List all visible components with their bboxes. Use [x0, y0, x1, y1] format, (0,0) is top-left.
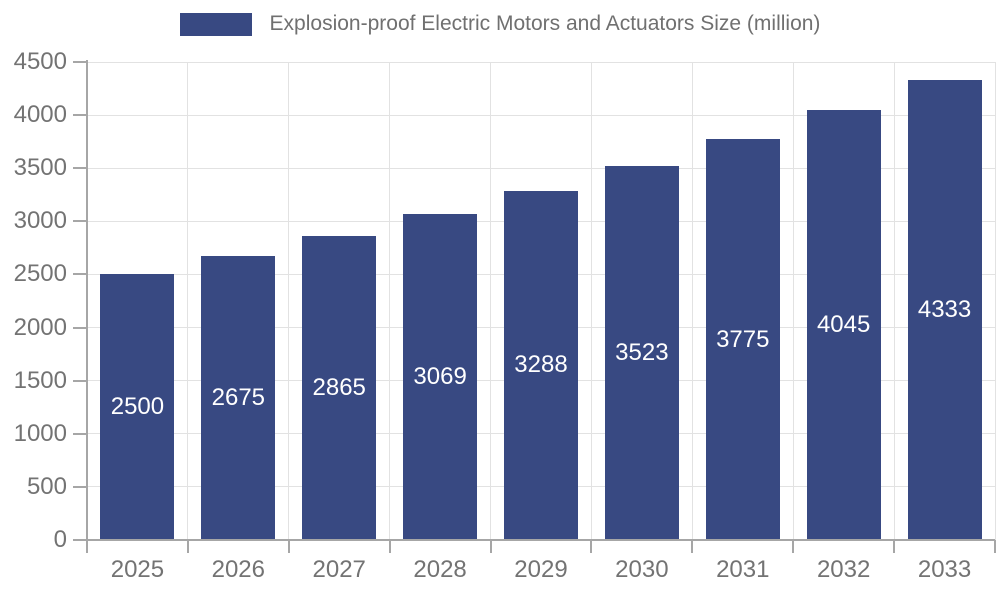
x-tick-label: 2031 — [716, 556, 770, 583]
x-tick — [489, 540, 492, 553]
chart-legend: Explosion-proof Electric Motors and Actu… — [0, 12, 1000, 36]
y-tick-label: 3000 — [13, 207, 67, 235]
y-tick-label: 1000 — [13, 419, 67, 447]
v-gridline — [490, 62, 492, 540]
y-tick-label: 500 — [26, 472, 67, 500]
bar-value-label: 2500 — [110, 393, 165, 421]
y-tick-label: 2000 — [13, 313, 67, 341]
bar: 3069 — [403, 214, 478, 540]
v-gridline — [994, 62, 996, 540]
v-gridline — [187, 62, 189, 540]
x-tick-label: 2029 — [514, 556, 568, 583]
x-tick-label: 2027 — [312, 556, 366, 583]
x-tick — [590, 540, 593, 553]
y-tick — [73, 273, 87, 276]
bar-value-label: 3069 — [413, 363, 467, 390]
y-axis-line — [86, 60, 88, 553]
x-tick — [893, 540, 896, 553]
bar-value-label: 3523 — [615, 338, 669, 366]
bar: 3523 — [604, 165, 679, 540]
bar-value-label: 4333 — [917, 295, 972, 323]
x-tick-label: 2026 — [211, 556, 265, 583]
v-gridline — [691, 62, 693, 540]
y-tick-label: 0 — [53, 526, 67, 553]
bar: 4045 — [806, 110, 881, 540]
x-tick — [691, 540, 694, 553]
x-tick — [792, 540, 795, 553]
x-tick-label: 2032 — [816, 556, 871, 583]
bar: 3288 — [504, 190, 578, 540]
x-tick — [994, 540, 996, 553]
bar: 3775 — [705, 139, 780, 540]
v-gridline — [288, 62, 290, 540]
x-tick — [388, 540, 391, 553]
y-tick — [73, 379, 87, 382]
y-tick — [73, 114, 87, 117]
y-tick-label: 4000 — [13, 101, 67, 129]
h-gridline — [87, 114, 995, 116]
v-gridline — [389, 62, 391, 540]
bar: 2675 — [201, 255, 276, 540]
h-gridline — [87, 167, 995, 169]
y-tick — [73, 167, 87, 170]
y-tick — [73, 432, 87, 435]
legend-swatch — [179, 12, 252, 36]
y-tick — [73, 61, 87, 63]
bar-value-label: 3775 — [716, 325, 770, 353]
y-tick-label: 1500 — [13, 366, 67, 394]
y-tick-label: 4500 — [13, 48, 67, 75]
x-tick-label: 2033 — [917, 556, 972, 583]
x-tick — [186, 540, 189, 553]
y-tick-label: 2500 — [13, 260, 67, 288]
bar-value-label: 3288 — [514, 351, 568, 379]
h-gridline — [87, 61, 995, 63]
y-tick-label: 3500 — [13, 154, 67, 182]
bar: 4333 — [907, 79, 982, 540]
legend-label: Explosion-proof Electric Motors and Actu… — [269, 12, 821, 35]
bar-value-label: 4045 — [816, 311, 871, 339]
x-tick — [287, 540, 290, 553]
v-gridline — [893, 62, 895, 540]
y-tick — [73, 485, 87, 488]
v-gridline — [590, 62, 592, 540]
x-tick-label: 2030 — [615, 556, 669, 583]
y-tick — [73, 220, 87, 223]
bar: 2500 — [100, 274, 175, 540]
x-tick-label: 2028 — [413, 556, 467, 583]
bar-value-label: 2865 — [312, 373, 366, 401]
bar: 2865 — [302, 235, 377, 540]
bar-value-label: 2675 — [211, 383, 266, 411]
plot-area: 2500 2675 2865 3069 3288 3523 3775 4045 4333 — [87, 61, 996, 540]
x-axis-line — [73, 539, 995, 541]
x-tick-label: 2025 — [110, 556, 165, 583]
v-gridline — [792, 62, 794, 540]
y-tick — [73, 326, 87, 329]
